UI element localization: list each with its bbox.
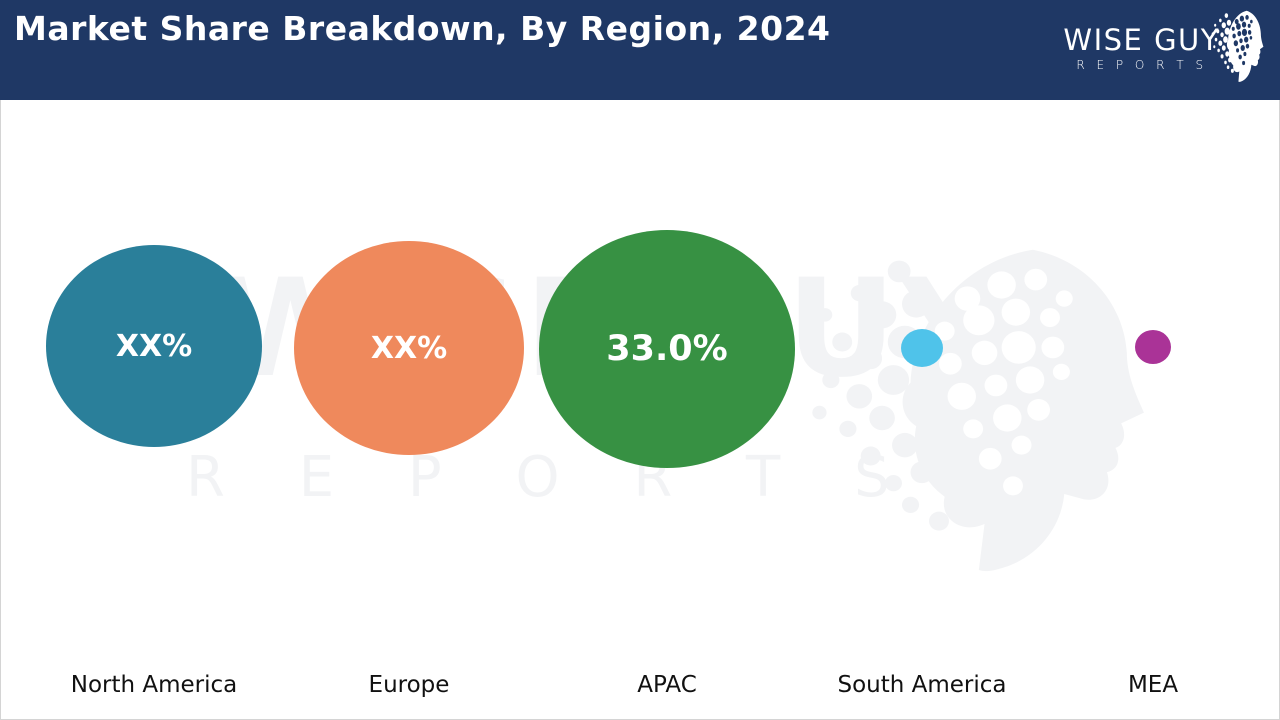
bubble-north-america-value: XX% [115,328,193,364]
chart-area: WISE GUY R E P O R T S XX% XX% 33.0% Nor… [0,100,1280,720]
page-title: Market Share Breakdown, By Region, 2024 [14,9,831,48]
logo-name: WISE GUY [1063,23,1220,58]
bubble-north-america: XX% [46,245,262,447]
watermark-subtext: R E P O R T S [186,445,918,510]
header: Market Share Breakdown, By Region, 2024 … [0,0,1280,100]
logo-subtitle: R E P O R T S [1076,57,1208,72]
bubble-apac: 33.0% [539,230,795,468]
bubble-south-america [901,329,943,367]
category-label-mea: MEA [1127,672,1179,698]
wise-guy-logo: WISE GUY R E P O R T S [1063,6,1266,90]
category-label-apac: APAC [637,672,697,698]
bubble-europe: XX% [294,241,524,455]
logo-text: WISE GUY R E P O R T S [1063,23,1220,72]
bubble-apac-value: 33.0% [606,329,728,369]
category-label-north-america: North America [70,672,238,698]
category-label-south-america: South America [837,672,1007,698]
category-label-europe: Europe [368,672,450,698]
bubble-europe-value: XX% [370,330,448,366]
bubble-mea [1135,330,1171,364]
watermark-head-silhouette-icon [802,249,1144,572]
